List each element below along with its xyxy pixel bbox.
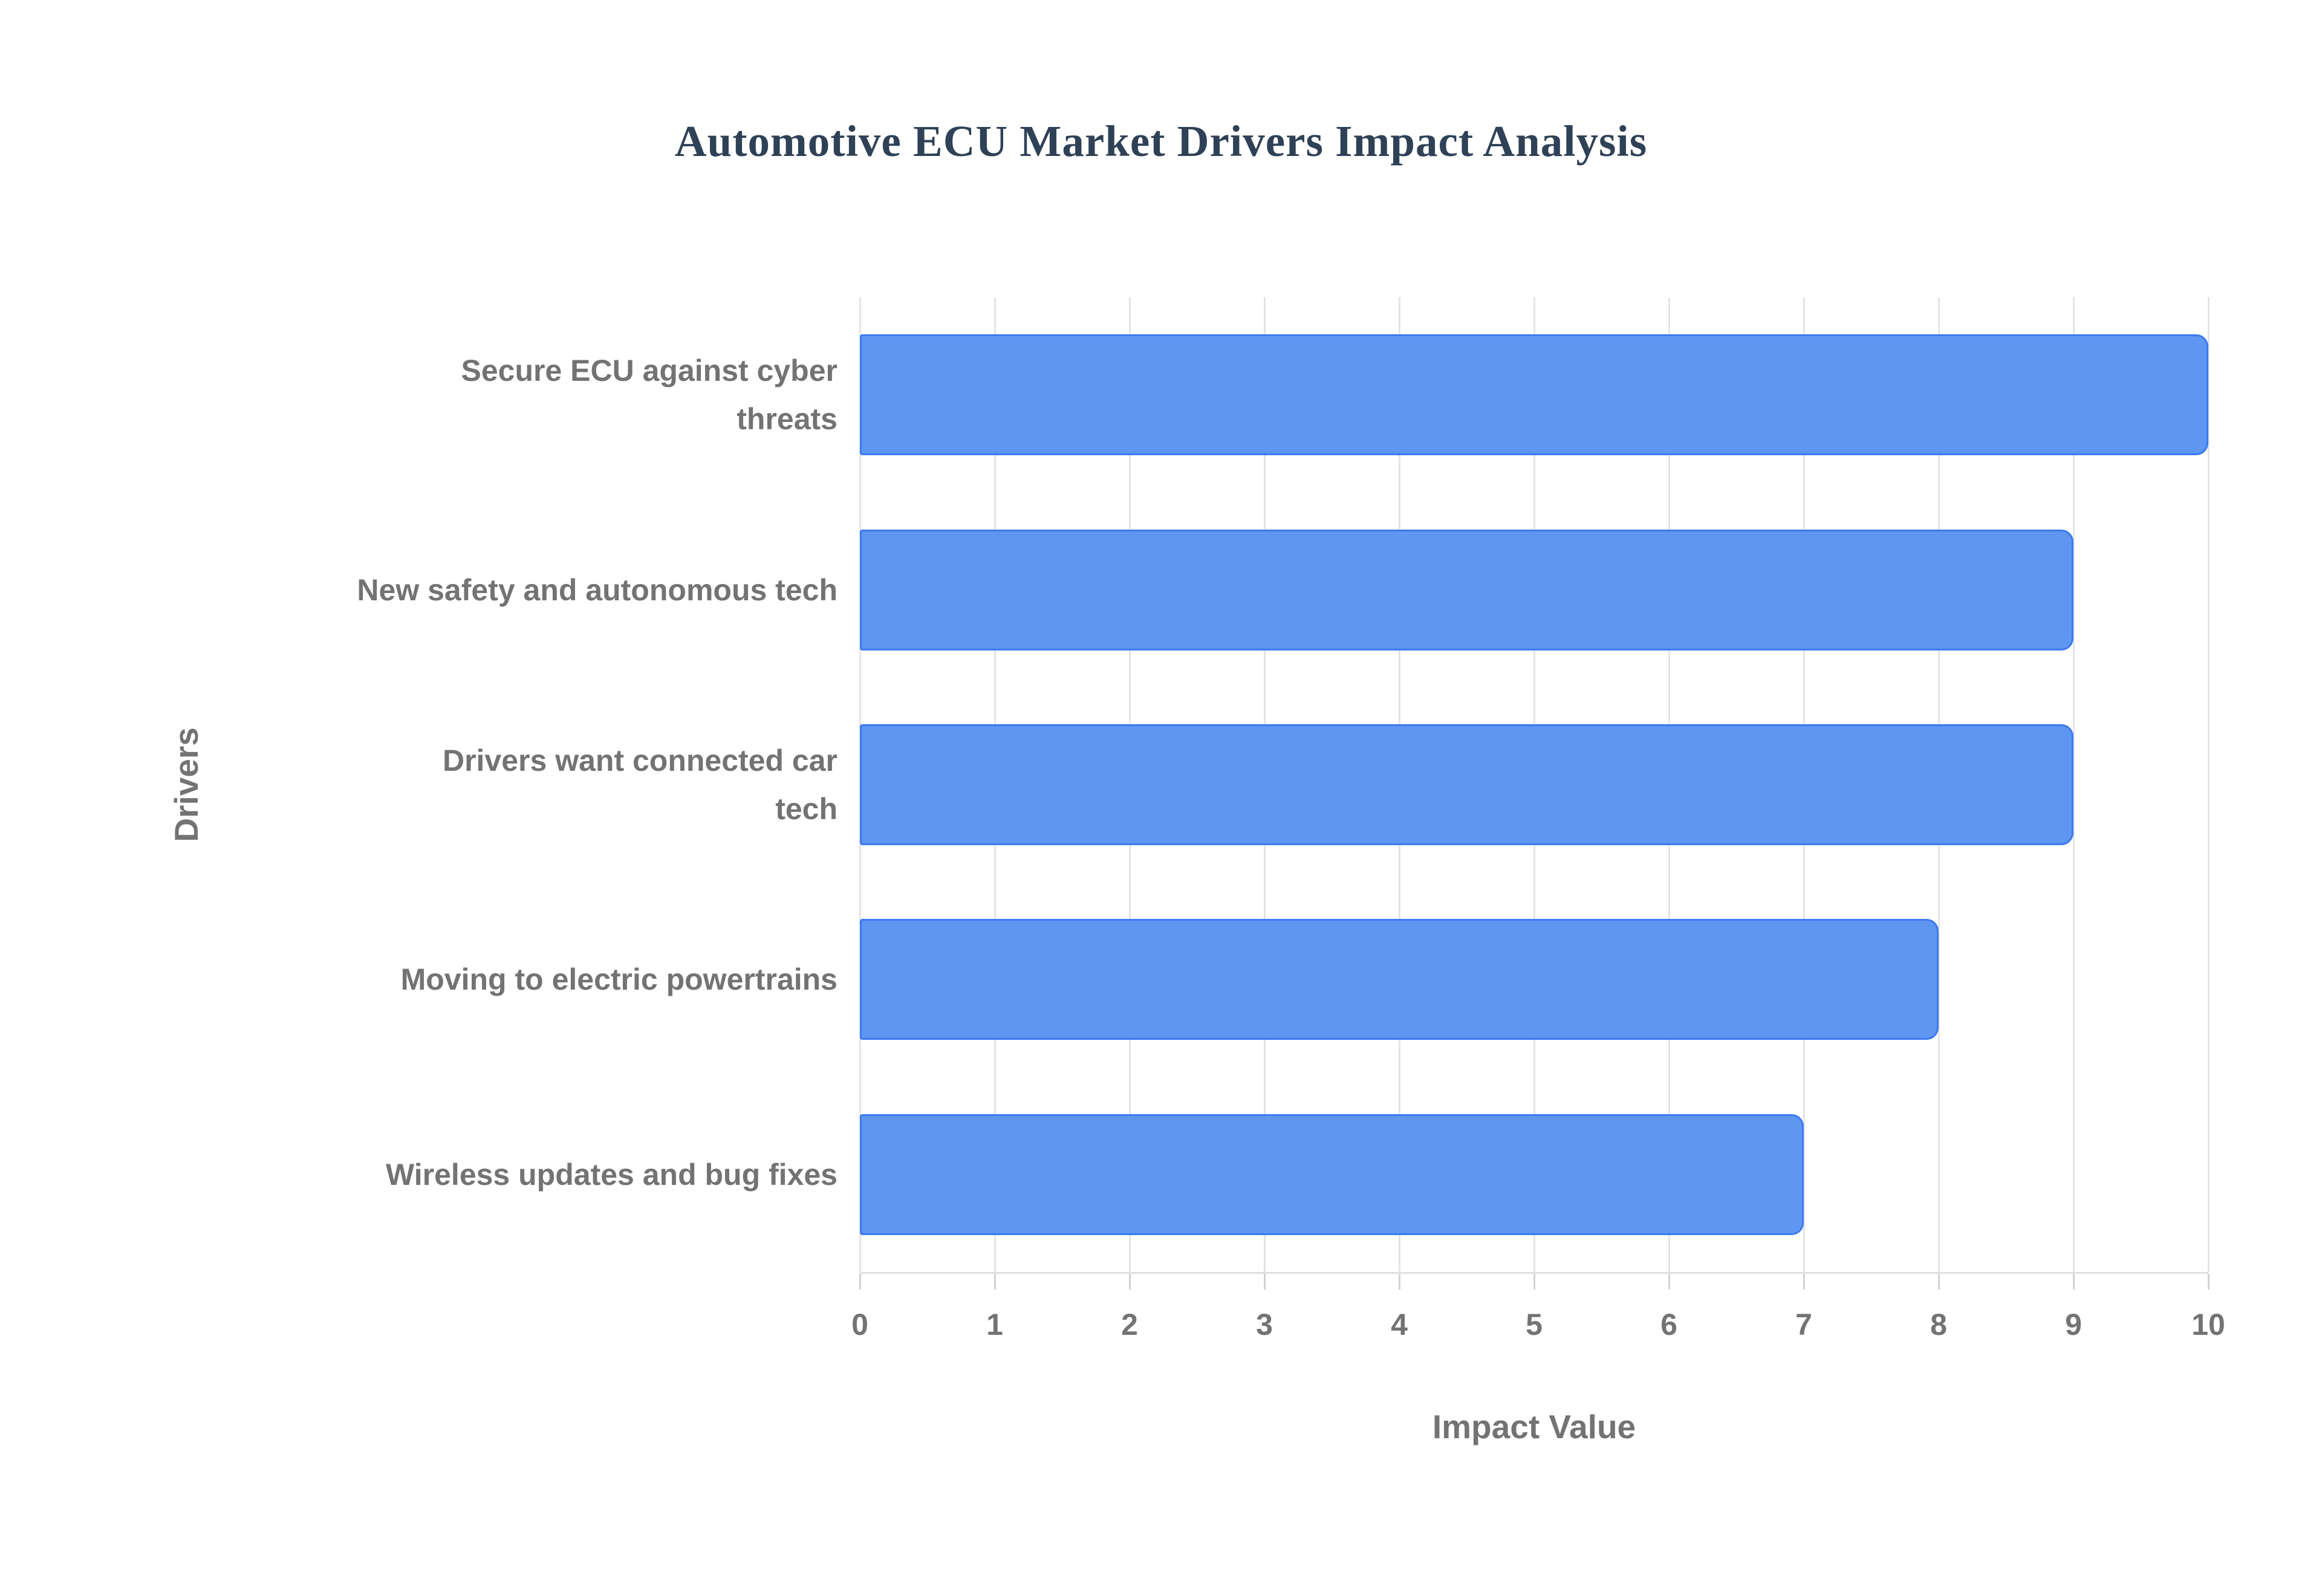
x-tick-label: 9 [2065,1308,2082,1341]
bar[interactable] [860,334,2208,456]
gridline [2208,297,2210,1272]
x-tick-label: 1 [986,1308,1003,1341]
x-axis-baseline [860,1272,2208,1274]
category-label: New safety and autonomous tech [357,573,837,607]
x-tick-mark [2208,1274,2210,1289]
category-label: Secure ECU against cyber threats [461,354,838,436]
x-tick-mark [1533,1274,1535,1289]
bar[interactable] [860,529,2073,650]
bar[interactable] [860,1114,1804,1235]
x-tick-mark [994,1274,996,1289]
plot-area [859,297,2210,1272]
x-tick-mark [1938,1274,1940,1289]
x-tick-mark [1264,1274,1266,1289]
x-tick-mark [1668,1274,1670,1289]
category-label: Moving to electric powertrains [400,962,837,997]
x-tick-label: 8 [1930,1308,1947,1341]
y-axis-title: Drivers [167,727,205,842]
x-tick-label: 6 [1660,1308,1677,1341]
gridline [2073,297,2075,1272]
category-label: Wireless updates and bug fixes [386,1157,837,1192]
x-tick-label: 5 [1526,1308,1543,1341]
x-tick-label: 10 [2191,1308,2225,1341]
x-tick-mark [1399,1274,1400,1289]
x-tick-mark [859,1274,861,1289]
bar[interactable] [860,724,2073,845]
x-tick-label: 2 [1121,1308,1138,1341]
x-axis-title: Impact Value [1432,1408,1636,1445]
bar[interactable] [860,919,1939,1040]
category-label: Drivers want connected car tech [442,743,837,826]
x-tick-label: 4 [1391,1308,1408,1341]
chart-title: Automotive ECU Market Drivers Impact Ana… [674,117,1648,166]
x-tick-label: 3 [1256,1308,1273,1341]
x-tick-mark [1129,1274,1131,1289]
x-tick-mark [1803,1274,1805,1289]
x-tick-mark [2073,1274,2075,1289]
x-tick-label: 7 [1795,1308,1812,1341]
x-tick-label: 0 [851,1308,868,1341]
